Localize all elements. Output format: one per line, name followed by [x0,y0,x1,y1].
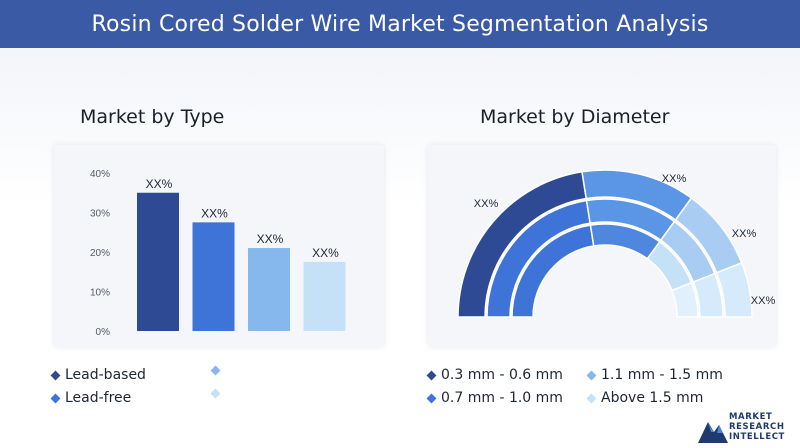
legend-item-lead-based[interactable]: Lead-based [50,367,146,383]
y-tick-label: 30% [90,209,110,220]
logo-line-3: INTELLECT [729,432,785,442]
legend-item-type-4[interactable] [210,388,225,399]
logo-line-2: RESEARCH [729,422,785,432]
bar-data-label: XX% [201,206,228,220]
legend-marker [586,393,597,403]
donut-slice[interactable] [715,261,753,318]
slice-data-label: XX% [751,295,776,307]
legend-marker [586,370,597,380]
logo-mountain-icon [698,422,728,443]
legend-marker [50,393,61,403]
bar[interactable] [248,248,290,331]
slice-data-label: XX% [474,198,499,210]
market-research-intellect-logo: MARKET RESEARCH INTELLECT [697,410,797,446]
legend-marker [426,393,437,403]
legend-item-0-3-0-6[interactable]: 0.3 mm - 0.6 mm [426,367,563,383]
y-tick-label: 40% [90,169,110,180]
legend-marker [210,365,221,376]
legend-item-lead-free[interactable]: Lead-free [50,390,132,406]
page-title: Rosin Cored Solder Wire Market Segmentat… [91,11,709,37]
donut-slice[interactable] [670,281,699,318]
legend-item-above-1-5[interactable]: Above 1.5 mm [586,390,704,406]
legend-marker [50,370,61,380]
slice-data-label: XX% [662,173,687,185]
type-bar-chart: 0% 10% 20% 30% 40% XX% XX% XX% XX% [90,169,346,338]
legend-item-1-1-1-5[interactable]: 1.1 mm - 1.5 mm [586,367,723,383]
logo-line-1: MARKET [729,412,773,422]
diameter-donut-chart: XX% XX% XX% XX% [457,169,776,318]
y-tick-label: 10% [90,288,110,299]
legend-item-type-3[interactable] [210,365,225,376]
y-tick-label: 0% [96,327,111,338]
y-tick-label: 20% [90,248,110,259]
header-bar: Rosin Cored Solder Wire Market Segmentat… [0,0,800,48]
legend-marker [426,370,437,380]
bar-data-label: XX% [146,177,173,191]
diameter-chart-title: Market by Diameter [480,106,670,128]
bar-data-label: XX% [312,246,339,260]
bar[interactable] [303,261,346,331]
legend-label: Lead-based [65,367,146,383]
bar[interactable] [137,192,179,331]
type-chart-panel: 0% 10% 20% 30% 40% XX% XX% XX% XX% [54,145,384,347]
legend-label: Lead-free [65,390,132,406]
legend-item-0-7-1-0[interactable]: 0.7 mm - 1.0 mm [426,390,563,406]
diameter-chart-panel: XX% XX% XX% XX% [428,145,776,347]
bar[interactable] [192,222,235,331]
legend-marker [210,388,221,399]
donut-slice[interactable] [692,272,724,318]
legend-label: 0.7 mm - 1.0 mm [441,390,563,406]
bar-data-label: XX% [257,232,284,246]
legend-label: Above 1.5 mm [601,390,704,406]
slice-data-label: XX% [732,228,757,240]
legend-label: 0.3 mm - 0.6 mm [441,367,563,383]
type-chart-title: Market by Type [80,106,225,128]
legend-label: 1.1 mm - 1.5 mm [601,367,723,383]
